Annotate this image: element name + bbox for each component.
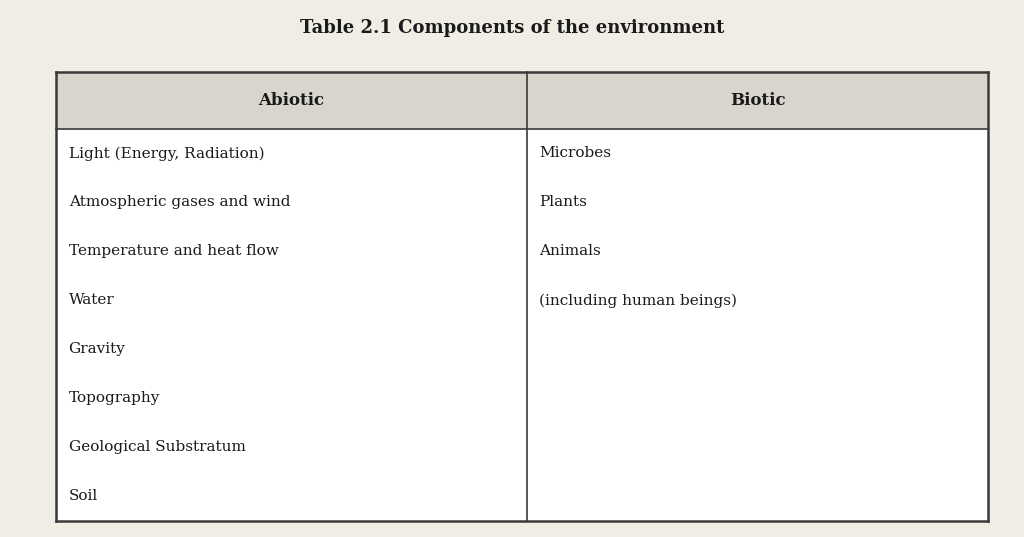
Text: Abiotic: Abiotic bbox=[258, 92, 325, 109]
Text: Gravity: Gravity bbox=[69, 343, 126, 357]
Text: Table 2.1 Components of the environment: Table 2.1 Components of the environment bbox=[300, 19, 724, 37]
Text: Atmospheric gases and wind: Atmospheric gases and wind bbox=[69, 195, 290, 209]
Text: Soil: Soil bbox=[69, 489, 98, 503]
Bar bbox=[56, 72, 527, 129]
Text: Topography: Topography bbox=[69, 391, 160, 405]
Bar bbox=[56, 72, 988, 521]
Text: (including human beings): (including human beings) bbox=[540, 293, 737, 308]
Bar bbox=[527, 72, 988, 129]
Text: Geological Substratum: Geological Substratum bbox=[69, 440, 246, 454]
Text: Temperature and heat flow: Temperature and heat flow bbox=[69, 244, 279, 258]
Text: Biotic: Biotic bbox=[730, 92, 785, 109]
Text: Light (Energy, Radiation): Light (Energy, Radiation) bbox=[69, 146, 264, 161]
Text: Water: Water bbox=[69, 293, 115, 307]
Text: Microbes: Microbes bbox=[540, 147, 611, 161]
Text: Plants: Plants bbox=[540, 195, 587, 209]
Text: Animals: Animals bbox=[540, 244, 601, 258]
